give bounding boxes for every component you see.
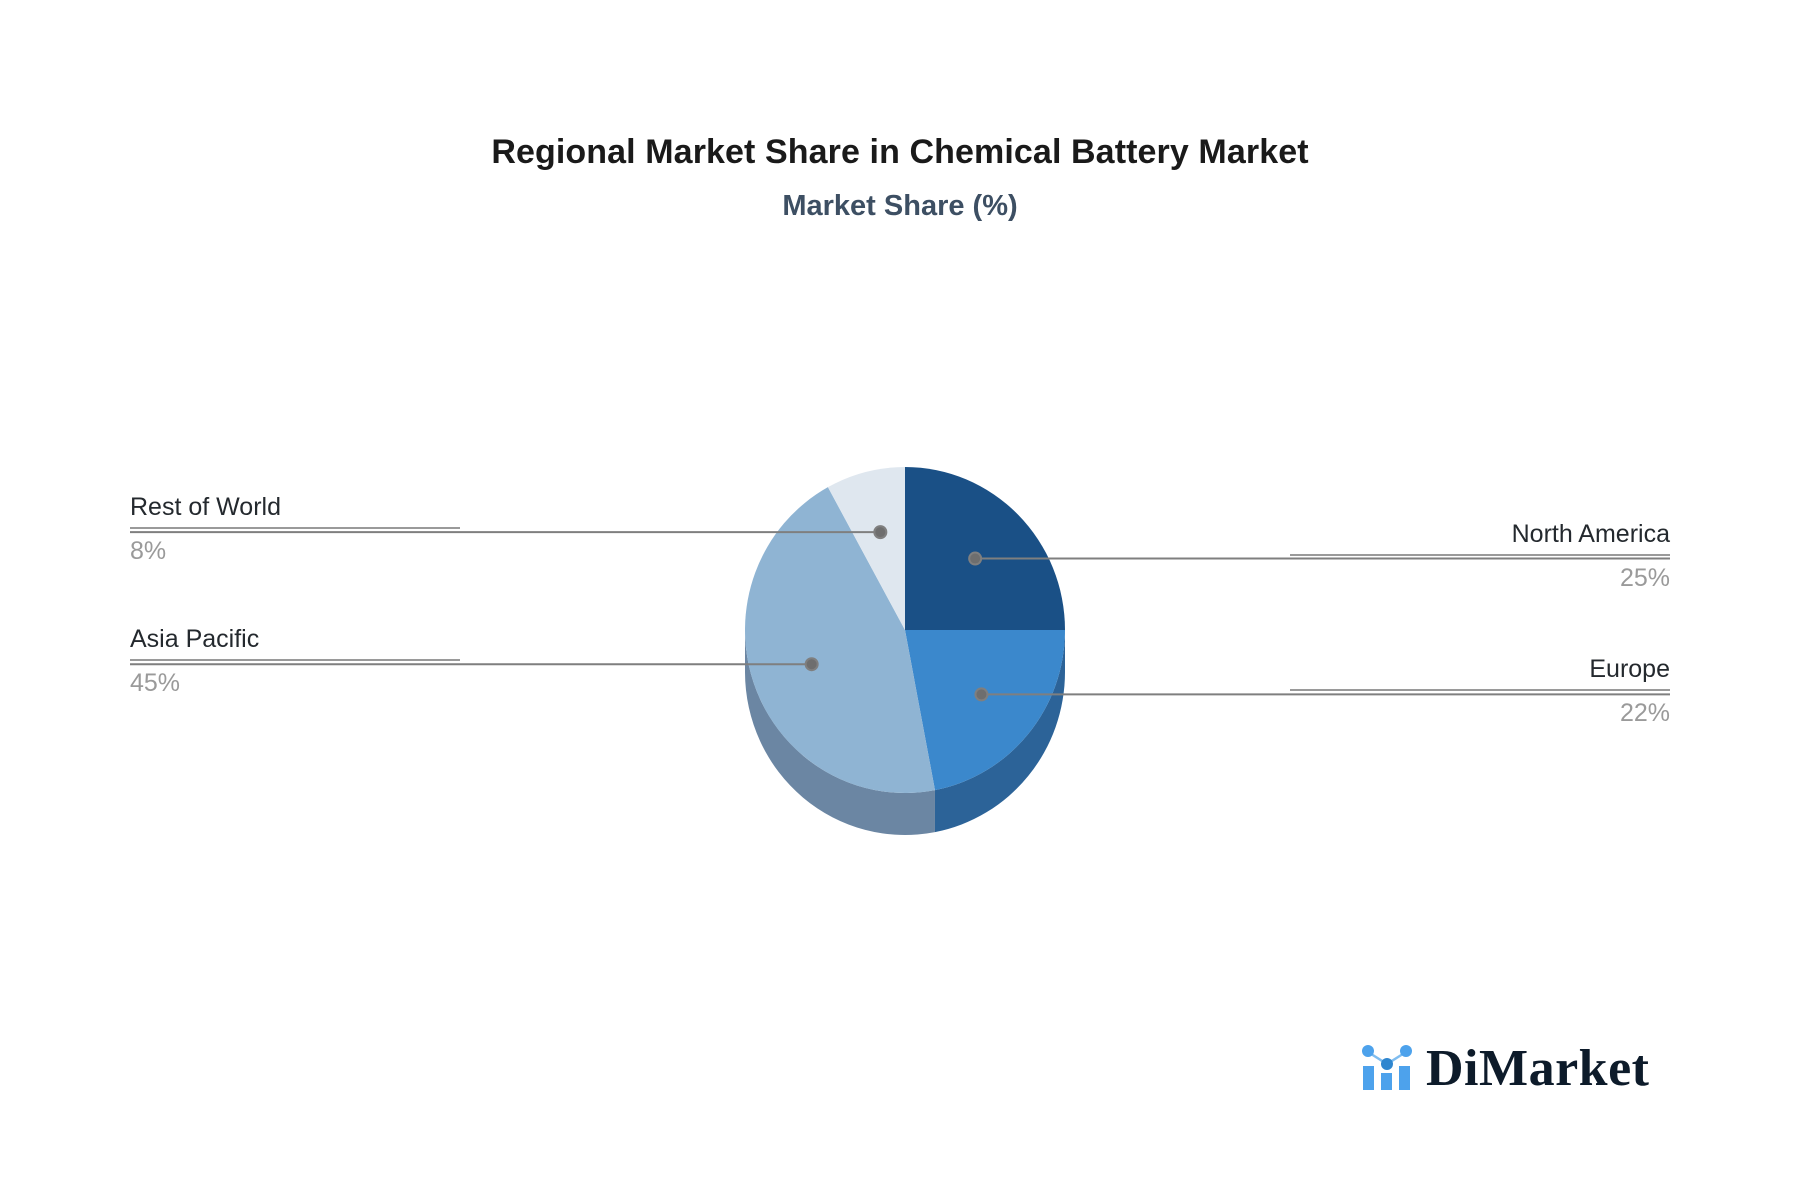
callout-asia-pacific: Asia Pacific 45% bbox=[130, 624, 460, 698]
callout-rule-europe bbox=[1290, 689, 1670, 692]
pie-slice-asia-pacific bbox=[745, 487, 935, 793]
dimarket-wordmark: DiMarket bbox=[1426, 1039, 1650, 1097]
callout-value-north-america: 25% bbox=[1619, 563, 1670, 592]
leader-dot-asia-pacific bbox=[804, 657, 819, 672]
chart-title: Regional Market Share in Chemical Batter… bbox=[491, 133, 1309, 171]
pie-depth-walls bbox=[745, 630, 1065, 835]
leader-dot-europe bbox=[974, 687, 989, 702]
pie-slice-rest-of-world bbox=[827, 467, 905, 630]
callout-rule-rest-of-world bbox=[130, 527, 460, 530]
callout-rule-north-america bbox=[1290, 553, 1670, 556]
pie-top-faces bbox=[745, 467, 1065, 793]
callout-value-rest-of-world: 8% bbox=[130, 537, 167, 566]
callout-value-europe: 22% bbox=[1619, 699, 1670, 728]
callout-label-rest-of-world: Rest of World bbox=[130, 493, 281, 522]
pie-depth-asia-pacific bbox=[745, 630, 935, 835]
callout-europe: Europe 22% bbox=[1290, 654, 1670, 728]
leader-dot-rest-of-world bbox=[873, 525, 888, 540]
callout-label-north-america: North America bbox=[1511, 519, 1670, 548]
pie-depth-europe bbox=[934, 630, 1065, 833]
dimarket-bar-chart-icon bbox=[1360, 1040, 1414, 1097]
chart-subtitle: Market Share (%) bbox=[782, 190, 1018, 222]
callout-label-europe: Europe bbox=[1589, 655, 1670, 684]
callout-rule-asia-pacific bbox=[130, 659, 460, 662]
pie-slice-europe bbox=[905, 630, 1065, 791]
callout-value-asia-pacific: 45% bbox=[130, 669, 181, 698]
callout-rest-of-world: Rest of World 8% bbox=[130, 492, 460, 566]
pie-slice-north-america bbox=[905, 467, 1065, 630]
callout-north-america: North America 25% bbox=[1290, 519, 1670, 593]
callout-label-asia-pacific: Asia Pacific bbox=[130, 625, 260, 654]
leader-dot-north-america bbox=[968, 551, 983, 566]
dimarket-logo: DiMarket bbox=[1360, 1040, 1649, 1097]
